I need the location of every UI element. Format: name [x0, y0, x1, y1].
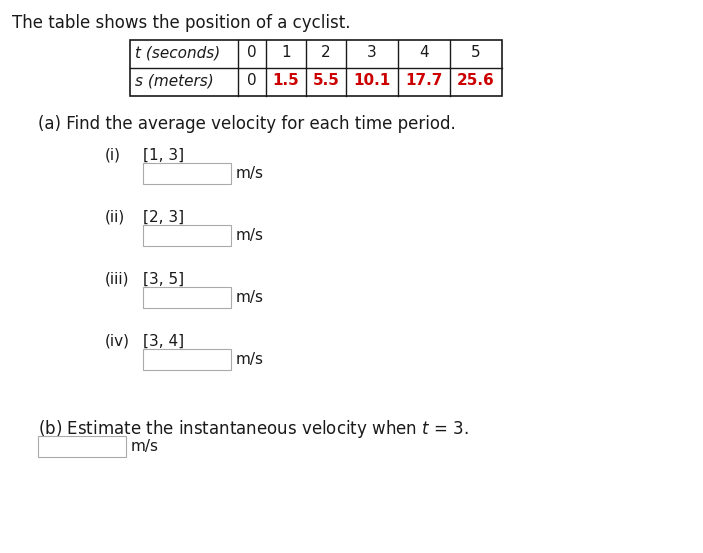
Text: [1, 3]: [1, 3]	[143, 148, 184, 163]
Text: (i): (i)	[105, 148, 121, 163]
Text: 25.6: 25.6	[457, 73, 495, 88]
Text: m/s: m/s	[131, 439, 159, 454]
Text: m/s: m/s	[236, 166, 264, 181]
Text: 2: 2	[321, 45, 331, 60]
Text: [3, 4]: [3, 4]	[143, 334, 184, 349]
Text: m/s: m/s	[236, 352, 264, 367]
Text: 5: 5	[471, 45, 481, 60]
Text: 10.1: 10.1	[354, 73, 391, 88]
Bar	[143, 349, 231, 370]
Text: The table shows the position of a cyclist.: The table shows the position of a cyclis…	[12, 14, 351, 32]
Text: t (seconds): t (seconds)	[135, 45, 220, 60]
Text: 3: 3	[367, 45, 377, 60]
Text: [2, 3]: [2, 3]	[143, 210, 184, 225]
Text: (ii): (ii)	[105, 210, 125, 225]
Text: m/s: m/s	[236, 290, 264, 305]
Bar	[143, 287, 231, 308]
Bar	[130, 40, 502, 96]
Text: (iii): (iii)	[105, 272, 129, 287]
Text: (a) Find the average velocity for each time period.: (a) Find the average velocity for each t…	[38, 115, 456, 133]
Text: 5.5: 5.5	[313, 73, 340, 88]
Text: 0: 0	[247, 73, 257, 88]
Text: m/s: m/s	[236, 228, 264, 243]
Text: (b) Estimate the instantaneous velocity when $\mathit{t}$ = 3.: (b) Estimate the instantaneous velocity …	[38, 418, 469, 440]
Text: 1: 1	[281, 45, 291, 60]
Text: 17.7: 17.7	[406, 73, 443, 88]
Text: s (meters): s (meters)	[135, 73, 214, 88]
Text: [3, 5]: [3, 5]	[143, 272, 184, 287]
Bar	[143, 163, 231, 184]
Text: 0: 0	[247, 45, 257, 60]
Bar	[38, 436, 126, 457]
Bar	[143, 225, 231, 246]
Text: 4: 4	[419, 45, 429, 60]
Text: (iv): (iv)	[105, 334, 130, 349]
Text: 1.5: 1.5	[273, 73, 299, 88]
